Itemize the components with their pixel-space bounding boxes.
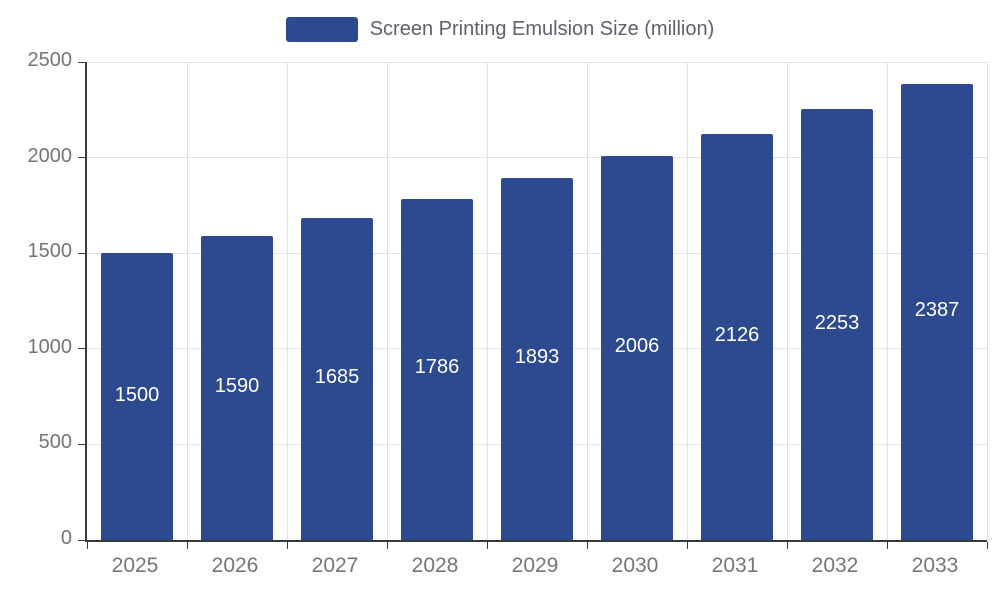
y-axis-tick <box>78 61 85 63</box>
y-axis-tick-label: 1500 <box>27 240 73 263</box>
bar-value-label: 1893 <box>514 346 560 369</box>
y-axis-tick <box>78 252 85 254</box>
bar-value-label: 1786 <box>414 356 460 379</box>
x-axis-tick <box>286 542 288 549</box>
bar-value-label: 2006 <box>614 335 660 358</box>
bar-value-label: 1685 <box>314 365 360 388</box>
legend-swatch <box>285 17 358 42</box>
x-axis-tick-label: 2029 <box>511 554 559 577</box>
bar-value-label: 2253 <box>814 311 860 334</box>
gridline-y <box>87 61 987 63</box>
y-axis-tick-label: 2500 <box>27 49 73 71</box>
gridline-x <box>686 62 688 540</box>
bar-2030 <box>601 156 673 540</box>
y-axis-tick-label: 500 <box>38 431 72 454</box>
x-axis-tick <box>686 542 688 549</box>
gridline-x <box>286 62 288 540</box>
x-axis-tick-label: 2032 <box>811 554 859 577</box>
y-axis-tick <box>78 157 85 159</box>
x-axis-tick <box>386 542 388 549</box>
x-axis-tick-label: 2025 <box>111 554 159 577</box>
bar-2033 <box>901 83 973 540</box>
x-axis-tick-label: 2031 <box>711 554 759 577</box>
bar-value-label: 2126 <box>714 323 760 346</box>
x-axis-tick-label: 2030 <box>611 554 659 577</box>
bar-2031 <box>701 133 773 540</box>
y-axis-tick <box>78 443 85 445</box>
bar-2028 <box>401 198 473 540</box>
x-axis-tick-label: 2027 <box>311 554 359 577</box>
plot-area: 1500 1590 1685 1786 1893 2006 2126 2253 2387 <box>78 61 988 549</box>
gridline-x <box>386 62 388 540</box>
x-axis-tick <box>86 542 88 549</box>
bar-2029 <box>501 178 573 540</box>
gridline-x <box>586 62 588 540</box>
x-axis-tick-label: 2033 <box>911 554 959 577</box>
gridline-x <box>186 62 188 540</box>
bar-2026 <box>201 236 273 540</box>
x-axis-tick <box>986 542 988 549</box>
bar-2032 <box>801 109 873 540</box>
x-axis-tick <box>586 542 588 549</box>
x-axis-tick-label: 2026 <box>211 554 259 577</box>
bar-value-label: 2387 <box>914 298 960 321</box>
bar-2025 <box>101 253 173 540</box>
x-axis-tick-label: 2028 <box>411 554 459 577</box>
bar-value-label: 1500 <box>114 383 160 406</box>
y-axis-tick-label: 2000 <box>27 144 73 167</box>
legend-item[interactable]: Screen Printing Emulsion Size (million) <box>0 17 1000 42</box>
y-axis-tick-label: 0 <box>60 527 72 549</box>
gridline-x <box>486 62 488 540</box>
y-axis-tick <box>78 348 85 350</box>
y-axis-labels: 0 500 1000 1500 2000 2500 <box>0 49 73 549</box>
x-axis-tick <box>786 542 788 549</box>
gridline-x <box>986 62 988 540</box>
x-axis-labels: 2025 2026 2027 2028 2029 2030 2031 2032 2033 <box>85 554 985 584</box>
gridline-x <box>886 62 888 540</box>
gridline-y <box>87 157 987 159</box>
x-axis-tick <box>186 542 188 549</box>
x-axis-tick <box>886 542 888 549</box>
y-axis-tick-label: 1000 <box>27 335 73 358</box>
x-axis-tick <box>486 542 488 549</box>
legend-label: Screen Printing Emulsion Size (million) <box>369 18 715 40</box>
y-axis-tick <box>78 539 85 541</box>
gridline-x <box>786 62 788 540</box>
bar-value-label: 1590 <box>214 374 260 397</box>
bar-2027 <box>301 217 373 540</box>
